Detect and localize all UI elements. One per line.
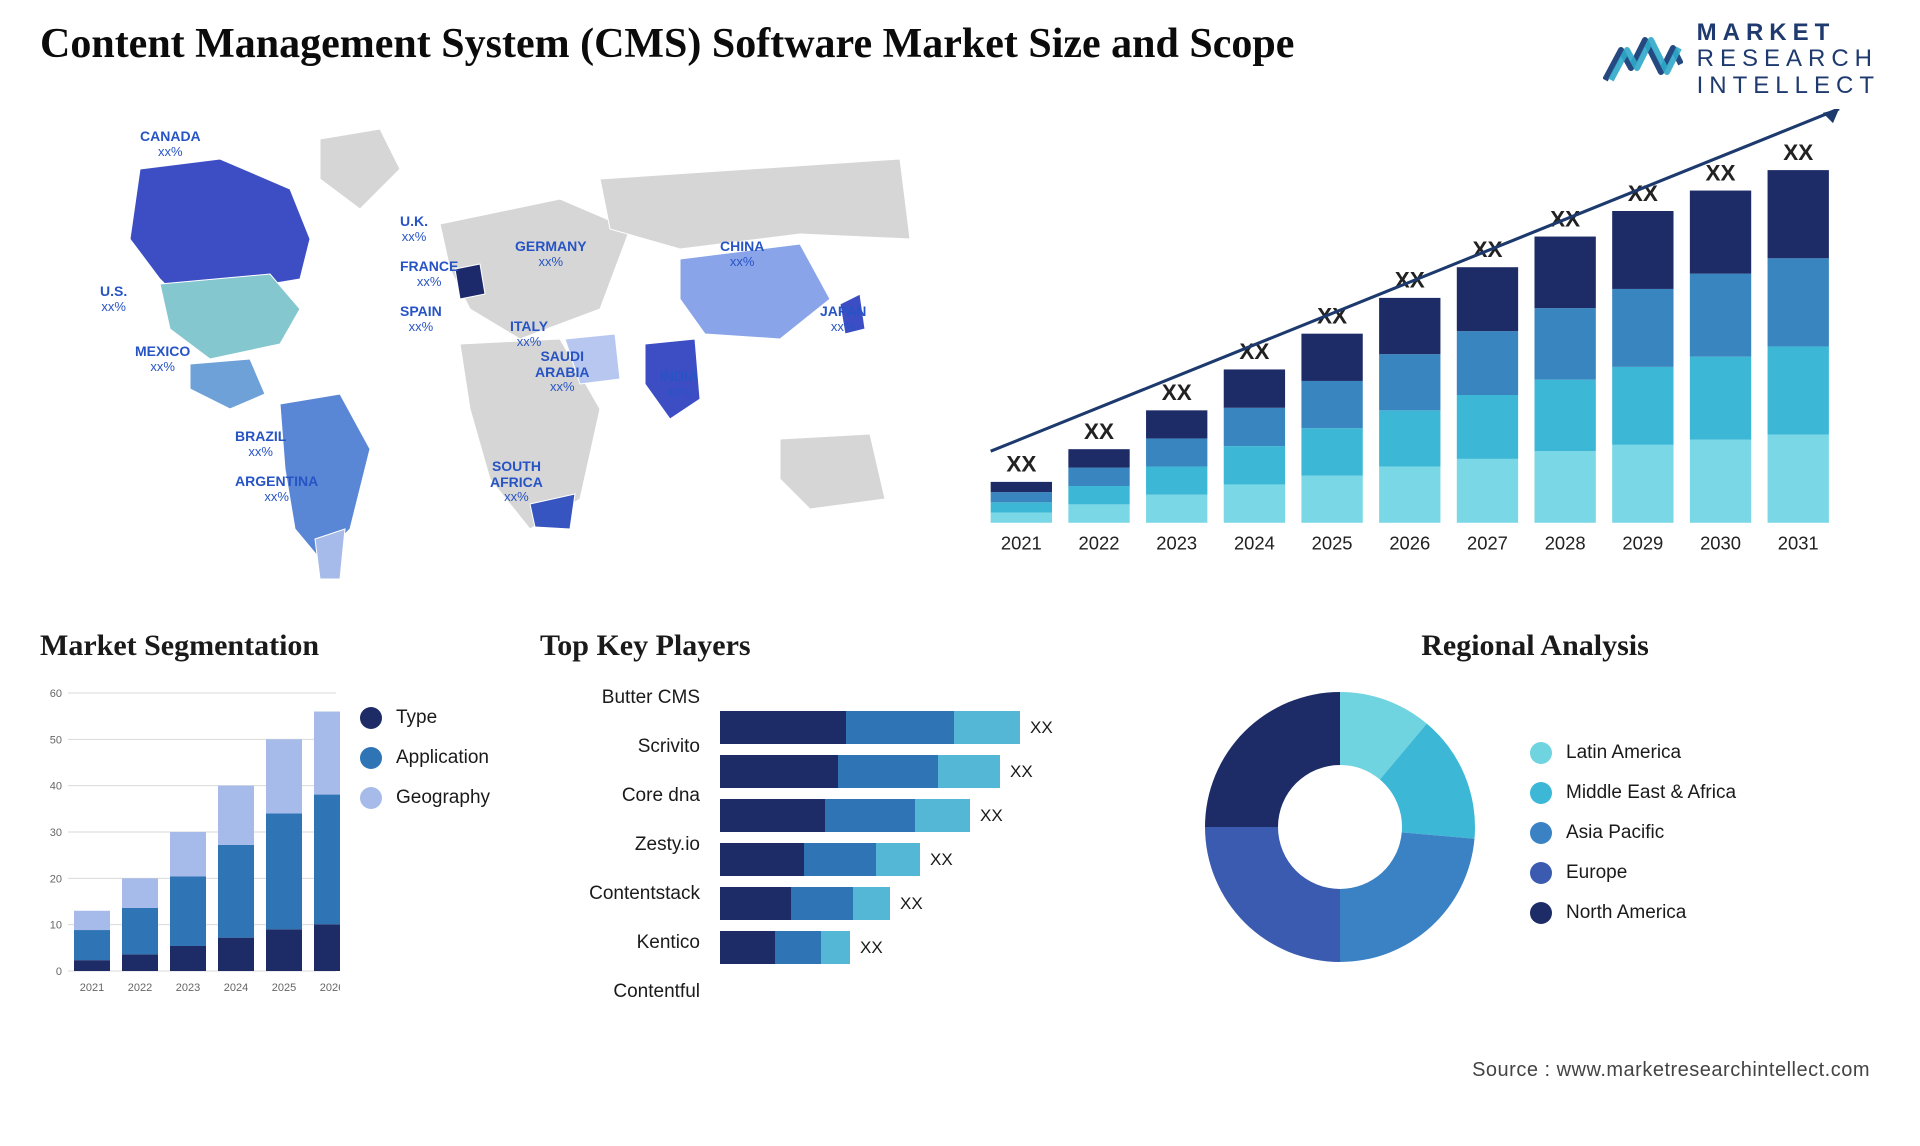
map-label: ITALYxx% — [510, 319, 548, 349]
legend-item: North America — [1530, 902, 1736, 924]
svg-text:2021: 2021 — [80, 982, 104, 994]
kp-label: Scrivito — [638, 730, 700, 763]
map-label: ARGENTINAxx% — [235, 474, 318, 504]
svg-text:2025: 2025 — [1312, 533, 1353, 554]
svg-text:2027: 2027 — [1467, 533, 1508, 554]
map-label: FRANCExx% — [400, 259, 458, 289]
kp-label: Zesty.io — [635, 828, 700, 861]
regional-title: Regional Analysis — [1190, 629, 1880, 663]
kp-label: Butter CMS — [602, 681, 700, 714]
kp-label: Kentico — [637, 926, 700, 959]
legend-item: Latin America — [1530, 742, 1736, 764]
map-label: BRAZILxx% — [235, 429, 286, 459]
svg-text:2030: 2030 — [1700, 533, 1741, 554]
brand-logo: MARKET RESEARCH INTELLECT — [1603, 20, 1880, 99]
kp-bar-row: XX — [720, 931, 1160, 964]
map-label: SPAINxx% — [400, 304, 442, 334]
map-label: JAPANxx% — [820, 304, 866, 334]
key-players-panel: Top Key Players Butter CMS Scrivito Core d… — [540, 629, 1160, 1049]
svg-text:XX: XX — [1395, 268, 1425, 293]
svg-text:2025: 2025 — [272, 982, 296, 994]
map-label: SOUTHAFRICAxx% — [490, 459, 543, 504]
svg-text:2026: 2026 — [320, 982, 340, 994]
svg-text:2022: 2022 — [128, 982, 152, 994]
logo-l2: RESEARCH — [1697, 46, 1880, 72]
kp-bar-row: XX — [720, 887, 1160, 920]
svg-text:XX: XX — [1162, 380, 1192, 405]
svg-text:XX: XX — [1084, 419, 1114, 444]
growth-chart: XX 2021 XX 2022 XX 2023 XX 2024 XX 2025 XX 2026 XX 20… — [960, 109, 1880, 589]
legend-item: Middle East & Africa — [1530, 782, 1736, 804]
map-label: CHINAxx% — [720, 239, 764, 269]
svg-text:XX: XX — [1783, 140, 1813, 165]
svg-text:2023: 2023 — [1156, 533, 1197, 554]
kp-label: Contentful — [613, 975, 700, 1008]
svg-text:XX: XX — [1317, 304, 1347, 329]
svg-text:2024: 2024 — [1234, 533, 1275, 554]
map-label: CANADAxx% — [140, 129, 201, 159]
segmentation-panel: Market Segmentation 0 10 20 30 40 50 60 2021 202… — [40, 629, 510, 1049]
svg-text:40: 40 — [50, 781, 62, 793]
legend-item: Geography — [360, 787, 490, 809]
svg-text:2022: 2022 — [1079, 533, 1120, 554]
map-label: SAUDIARABIAxx% — [535, 349, 589, 394]
svg-text:60: 60 — [50, 688, 62, 700]
legend-item: Europe — [1530, 862, 1736, 884]
svg-text:2024: 2024 — [224, 982, 248, 994]
kp-bar-row: XX — [720, 711, 1160, 744]
svg-text:0: 0 — [56, 966, 62, 978]
world-map: CANADAxx% U.S.xx% MEXICOxx% BRAZILxx% ARGENT… — [40, 109, 920, 589]
page-title: Content Management System (CMS) Software… — [40, 20, 1294, 68]
svg-text:50: 50 — [50, 735, 62, 747]
kp-label: Core dna — [622, 779, 700, 812]
map-label: MEXICOxx% — [135, 344, 190, 374]
svg-text:XX: XX — [1006, 452, 1036, 477]
legend-item: Application — [360, 747, 490, 769]
segmentation-title: Market Segmentation — [40, 629, 510, 663]
svg-text:XX: XX — [1706, 161, 1736, 186]
svg-text:XX: XX — [1239, 339, 1269, 364]
kp-bar-row: XX — [720, 799, 1160, 832]
kp-label: Contentstack — [589, 877, 700, 910]
svg-text:2028: 2028 — [1545, 533, 1586, 554]
regional-panel: Regional Analysis Latin America Middle Ea… — [1190, 629, 1880, 1049]
kp-bar-row: XX — [720, 843, 1160, 876]
kp-bar-row: XX — [720, 755, 1160, 788]
map-label: U.S.xx% — [100, 284, 127, 314]
svg-text:10: 10 — [50, 920, 62, 932]
legend-item: Type — [360, 707, 490, 729]
svg-text:2026: 2026 — [1389, 533, 1430, 554]
map-label: GERMANYxx% — [515, 239, 587, 269]
map-label: INDIAxx% — [660, 369, 698, 399]
svg-text:2021: 2021 — [1001, 533, 1042, 554]
svg-text:2031: 2031 — [1778, 533, 1819, 554]
svg-text:20: 20 — [50, 874, 62, 886]
svg-text:2023: 2023 — [176, 982, 200, 994]
svg-text:30: 30 — [50, 827, 62, 839]
svg-text:2029: 2029 — [1622, 533, 1663, 554]
logo-l1: MARKET — [1697, 20, 1880, 46]
map-label: U.K.xx% — [400, 214, 428, 244]
logo-l3: INTELLECT — [1697, 73, 1880, 99]
key-players-title: Top Key Players — [540, 629, 1160, 663]
legend-item: Asia Pacific — [1530, 822, 1736, 844]
source-caption: Source : www.marketresearchintellect.com — [40, 1059, 1880, 1082]
